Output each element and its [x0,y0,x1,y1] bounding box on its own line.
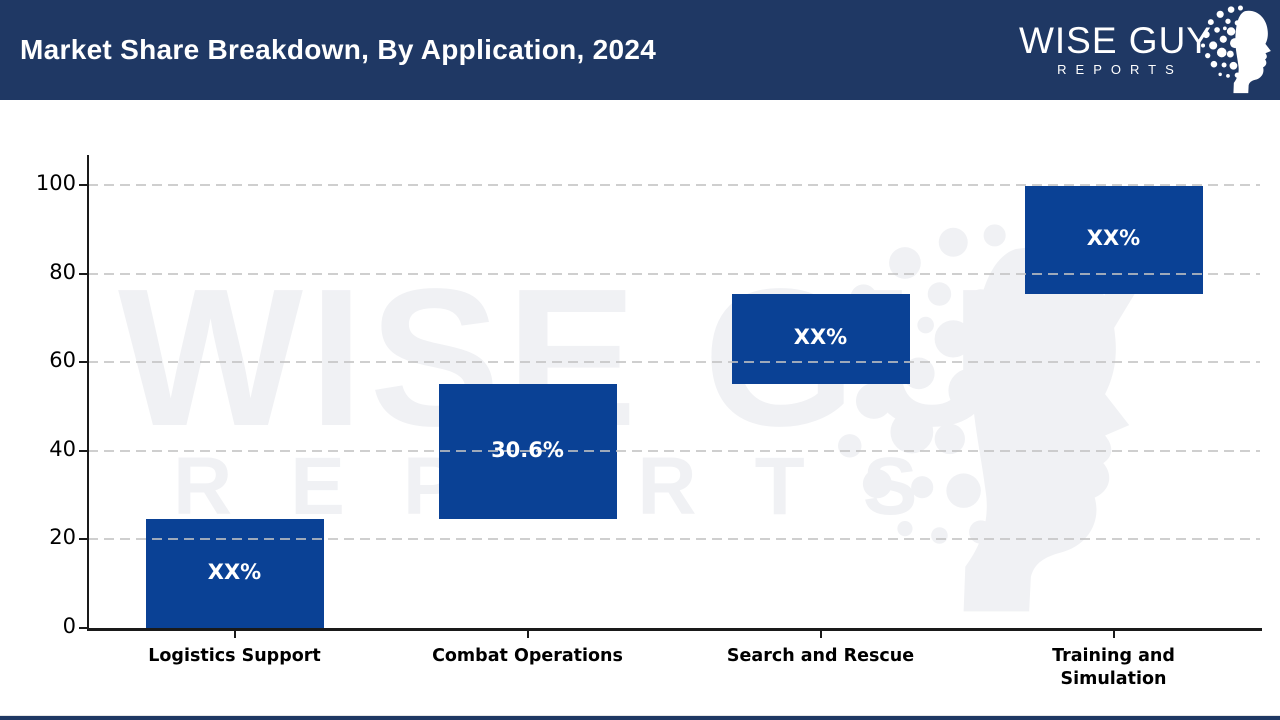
y-axis-tick-label: 80 [49,259,76,284]
y-axis-line [87,155,89,631]
page-title: Market Share Breakdown, By Application, … [20,34,657,65]
x-axis-tick [1112,631,1115,638]
logo-subtext: REPORTS [1057,61,1183,77]
x-axis-category-label: Combat Operations [432,646,623,666]
gridline [88,538,1260,541]
y-axis-tick-label: 60 [49,348,76,373]
y-axis-tick [79,272,88,275]
y-axis-tick-label: 40 [49,436,76,461]
y-axis-tick-label: 20 [49,525,76,550]
bar-value-label: 30.6% [491,437,564,462]
gridline [88,184,1260,186]
y-axis-tick [79,538,88,541]
x-axis-line [87,628,1262,631]
y-axis-tick [79,627,88,629]
logo-wordmark-block: WISE GUY REPORTS [1018,20,1212,77]
x-axis-category-label: Logistics Support [148,646,321,666]
x-axis-tick [526,631,529,638]
logo-wordmark: WISE GUY [1018,20,1212,62]
x-axis-category-label: Search and Rescue [726,646,915,666]
bar-value-label: XX% [1086,225,1141,250]
y-axis-tick [79,361,88,364]
bar-value-label: XX% [793,324,848,349]
x-axis-tick [233,631,236,638]
y-axis-tick [79,449,88,452]
gridline [88,361,1260,364]
chart-area: WISE GUY REPORTS 020406080100XX%Logistic… [0,100,1280,716]
logo-head-icon [1200,5,1271,94]
header-bar: Market Share Breakdown, By Application, … [0,0,1280,100]
brand-logo: WISE GUY REPORTS [1019,4,1274,94]
gridline [88,449,1260,452]
watermark-line1: WISE GUY [118,248,1147,467]
y-axis-tick-label: 100 [35,171,76,195]
x-axis-tick [819,631,822,638]
bar-value-label: XX% [207,559,262,584]
y-axis-tick-label: 0 [62,614,76,638]
y-axis-tick [79,184,88,186]
x-axis-category-label: Training and Simulation [1052,646,1175,689]
gridline [88,272,1260,275]
bar-segment [1024,185,1203,294]
bottom-accent-strip [0,715,1280,720]
bar-segment [145,519,324,628]
bar-segment [731,293,910,384]
